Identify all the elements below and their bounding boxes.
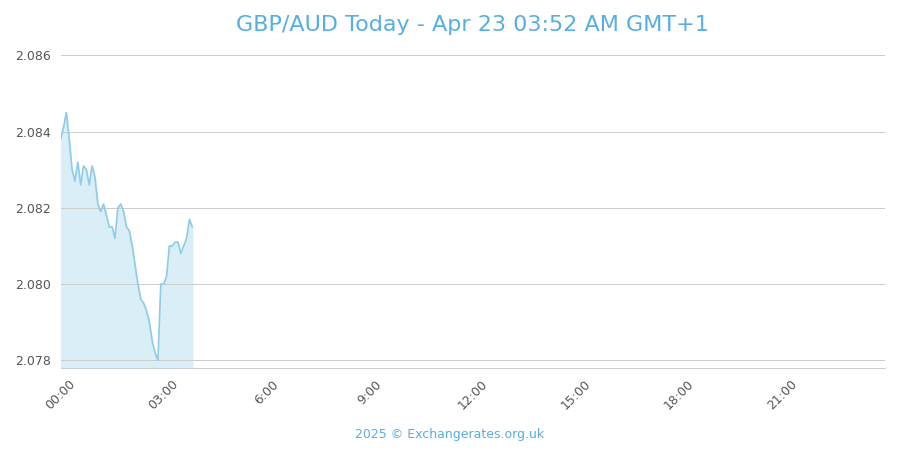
- Title: GBP/AUD Today - Apr 23 03:52 AM GMT+1: GBP/AUD Today - Apr 23 03:52 AM GMT+1: [237, 15, 709, 35]
- Text: 2025 © Exchangerates.org.uk: 2025 © Exchangerates.org.uk: [356, 428, 544, 441]
